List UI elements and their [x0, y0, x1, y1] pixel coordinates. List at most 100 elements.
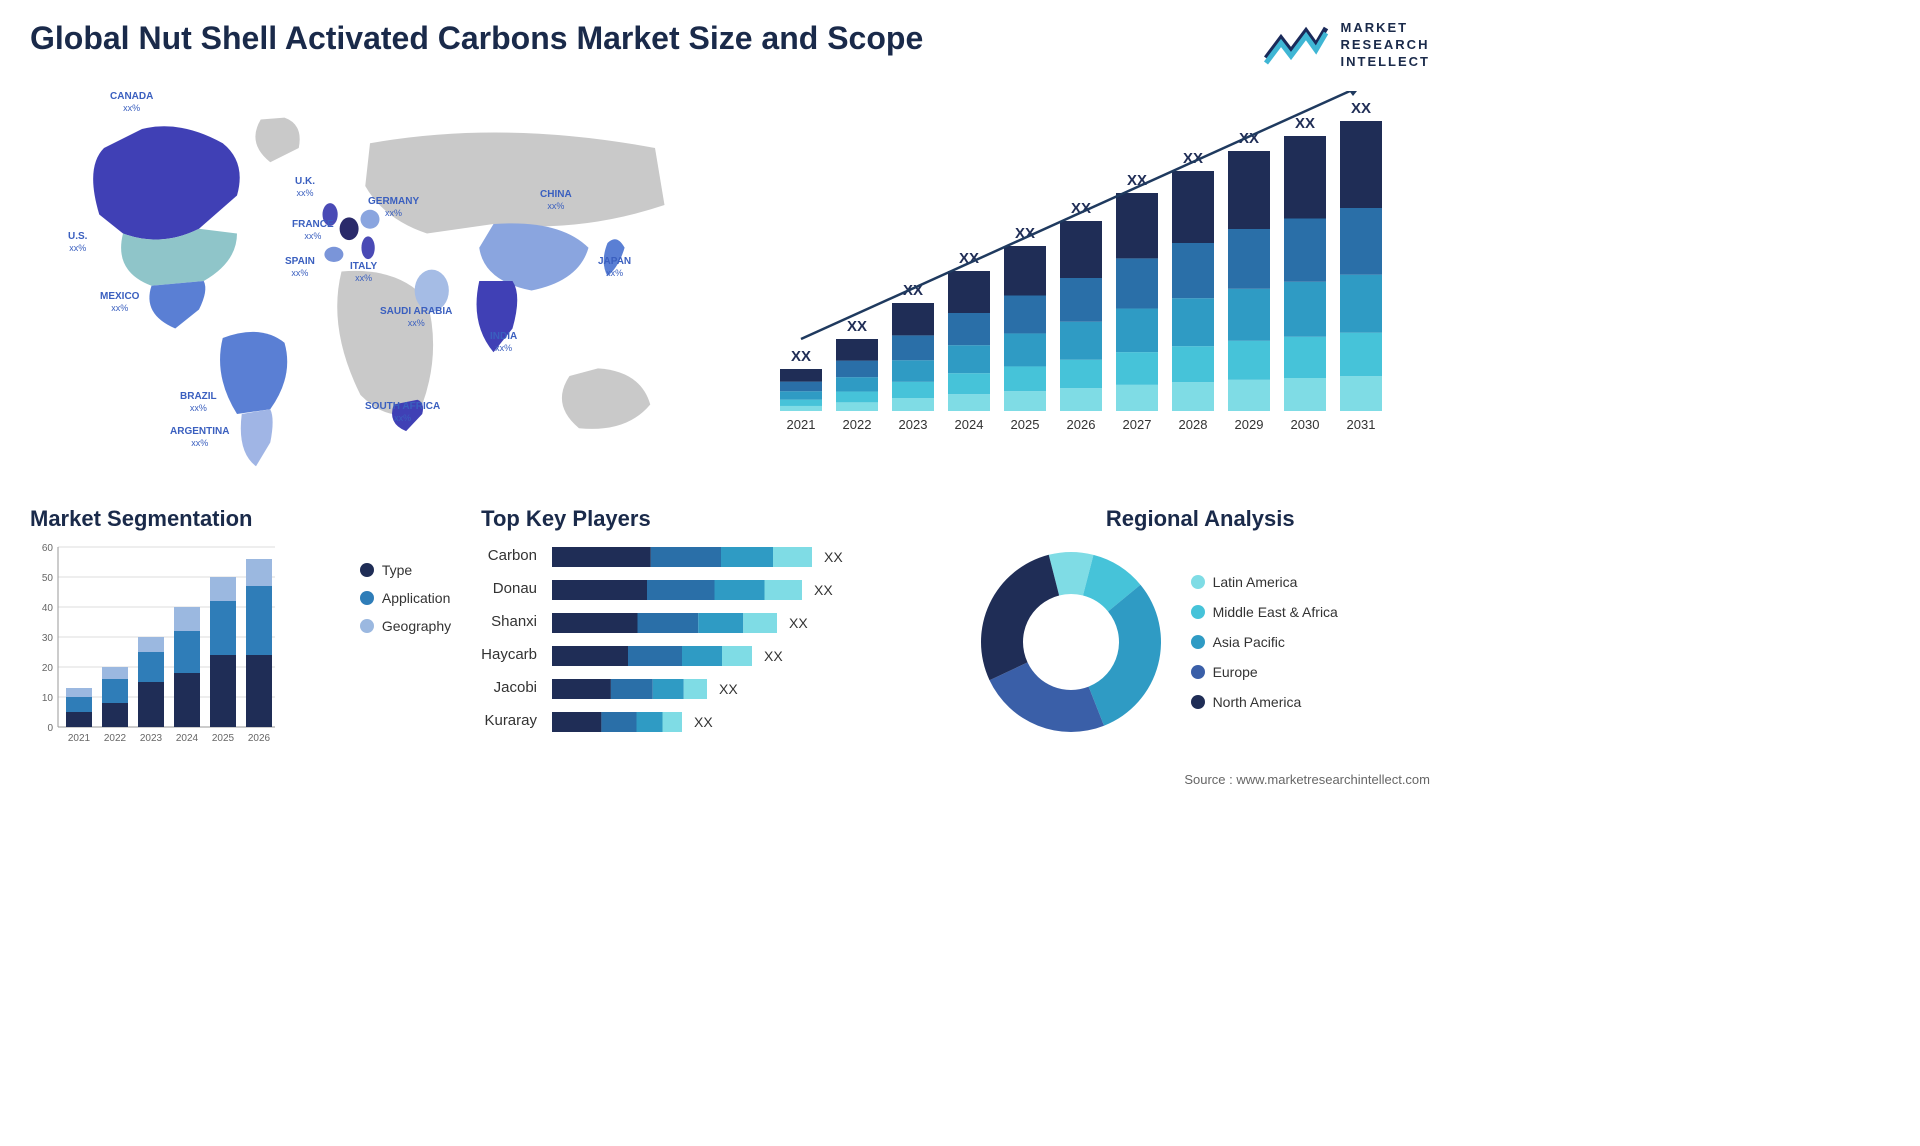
svg-text:60: 60 [42, 543, 54, 554]
map-label-u-k-: U.K.xx% [295, 176, 315, 200]
svg-text:10: 10 [42, 693, 54, 704]
map-label-south-africa: SOUTH AFRICAxx% [365, 401, 440, 425]
svg-text:XX: XX [1295, 115, 1315, 132]
segmentation-chart: 0102030405060202120222023202420252026 [30, 542, 340, 752]
svg-text:XX: XX [1351, 100, 1371, 117]
map-label-u-s-: U.S.xx% [68, 231, 87, 255]
player-label-donau: Donau [481, 580, 537, 600]
svg-text:XX: XX [694, 714, 713, 730]
svg-text:2021: 2021 [68, 733, 91, 744]
player-label-carbon: Carbon [481, 547, 537, 567]
logo-text: MARKET RESEARCH INTELLECT [1341, 20, 1431, 71]
regional-panel: Regional Analysis Latin America Middle Ea… [971, 506, 1430, 742]
svg-text:40: 40 [42, 603, 54, 614]
legend-swatch [1191, 635, 1205, 649]
legend-label: Type [382, 562, 412, 578]
key-players-title: Top Key Players [481, 506, 940, 532]
legend-label: Latin America [1213, 574, 1298, 590]
map-label-brazil: BRAZILxx% [180, 391, 217, 415]
player-label-jacobi: Jacobi [481, 679, 537, 699]
svg-text:2022: 2022 [104, 733, 127, 744]
svg-text:2026: 2026 [1067, 417, 1096, 432]
page-title: Global Nut Shell Activated Carbons Marke… [30, 20, 923, 57]
segmentation-panel: Market Segmentation 0 10 20 30 40 50 60 2021 202… [30, 506, 451, 752]
svg-text:2023: 2023 [140, 733, 163, 744]
legend-label: Asia Pacific [1213, 634, 1285, 650]
map-label-argentina: ARGENTINAxx% [170, 426, 229, 450]
player-label-shanxi: Shanxi [481, 613, 537, 633]
legend-swatch [360, 563, 374, 577]
svg-text:XX: XX [824, 549, 843, 565]
header: Global Nut Shell Activated Carbons Marke… [30, 20, 1430, 71]
legend-swatch [1191, 575, 1205, 589]
svg-text:2031: 2031 [1347, 417, 1376, 432]
svg-text:2023: 2023 [899, 417, 928, 432]
regional-legend: Latin America Middle East & Africa Asia Pa… [1191, 574, 1338, 710]
regional-donut [971, 542, 1171, 742]
svg-text:XX: XX [814, 582, 833, 598]
regional-title: Regional Analysis [971, 506, 1430, 532]
logo-mark-icon [1261, 23, 1331, 68]
key-players-chart: XX XX XX XX XX XX [552, 542, 941, 752]
svg-text:2029: 2029 [1235, 417, 1264, 432]
map-label-saudi-arabia: SAUDI ARABIAxx% [380, 306, 452, 330]
map-label-china: CHINAxx% [540, 189, 572, 213]
key-players-panel: Top Key Players Carbon Donau Shanxi Haycarb… [481, 506, 940, 752]
growth-chart: XX2021XX2022XX2023XX2024XX2025XX2026XX20… [750, 91, 1430, 451]
svg-text:2025: 2025 [212, 733, 235, 744]
map-label-mexico: MEXICOxx% [100, 291, 139, 315]
regional-legend-europe: Europe [1191, 664, 1338, 680]
svg-text:2030: 2030 [1291, 417, 1320, 432]
map-label-germany: GERMANYxx% [368, 196, 419, 220]
regional-legend-latin-america: Latin America [1191, 574, 1338, 590]
player-label-haycarb: Haycarb [481, 646, 537, 666]
legend-label: Application [382, 590, 451, 606]
map-label-india: INDIAxx% [490, 331, 517, 355]
key-players-labels: Carbon Donau Shanxi Haycarb Jacobi Kuraray [481, 542, 537, 732]
player-label-kuraray: Kuraray [481, 712, 537, 732]
world-map-panel: CANADAxx%U.S.xx%MEXICOxx%BRAZILxx%ARGENT… [30, 91, 710, 476]
svg-text:XX: XX [789, 615, 808, 631]
legend-label: Europe [1213, 664, 1258, 680]
svg-text:2022: 2022 [843, 417, 872, 432]
seg-legend-geography: Geography [360, 618, 451, 634]
svg-text:XX: XX [847, 318, 867, 335]
seg-legend-application: Application [360, 590, 451, 606]
svg-text:50: 50 [42, 573, 54, 584]
svg-text:2025: 2025 [1011, 417, 1040, 432]
svg-text:20: 20 [42, 663, 54, 674]
svg-text:0: 0 [47, 723, 53, 734]
map-label-france: FRANCExx% [292, 219, 334, 243]
svg-text:2024: 2024 [176, 733, 199, 744]
logo-line3: INTELLECT [1341, 54, 1431, 71]
legend-swatch [1191, 695, 1205, 709]
legend-swatch [360, 591, 374, 605]
map-label-italy: ITALYxx% [350, 261, 377, 285]
growth-chart-panel: XX2021XX2022XX2023XX2024XX2025XX2026XX20… [750, 91, 1430, 476]
svg-text:2024: 2024 [955, 417, 984, 432]
legend-label: Geography [382, 618, 451, 634]
regional-legend-asia-pacific: Asia Pacific [1191, 634, 1338, 650]
legend-swatch [360, 619, 374, 633]
svg-text:2021: 2021 [787, 417, 816, 432]
regional-legend-north-america: North America [1191, 694, 1338, 710]
svg-text:XX: XX [764, 648, 783, 664]
svg-text:XX: XX [719, 681, 738, 697]
svg-text:30: 30 [42, 633, 54, 644]
legend-swatch [1191, 665, 1205, 679]
segmentation-title: Market Segmentation [30, 506, 451, 532]
legend-swatch [1191, 605, 1205, 619]
logo: MARKET RESEARCH INTELLECT [1261, 20, 1431, 71]
svg-text:2027: 2027 [1123, 417, 1152, 432]
svg-text:XX: XX [791, 348, 811, 365]
logo-line2: RESEARCH [1341, 37, 1431, 54]
legend-label: Middle East & Africa [1213, 604, 1338, 620]
regional-legend-middle-east---africa: Middle East & Africa [1191, 604, 1338, 620]
svg-text:2028: 2028 [1179, 417, 1208, 432]
bottom-section: Market Segmentation 0 10 20 30 40 50 60 2021 202… [30, 506, 1430, 752]
map-label-spain: SPAINxx% [285, 256, 315, 280]
seg-legend-type: Type [360, 562, 451, 578]
source-text: Source : www.marketresearchintellect.com [30, 772, 1430, 787]
logo-line1: MARKET [1341, 20, 1431, 37]
top-section: CANADAxx%U.S.xx%MEXICOxx%BRAZILxx%ARGENT… [30, 91, 1430, 476]
